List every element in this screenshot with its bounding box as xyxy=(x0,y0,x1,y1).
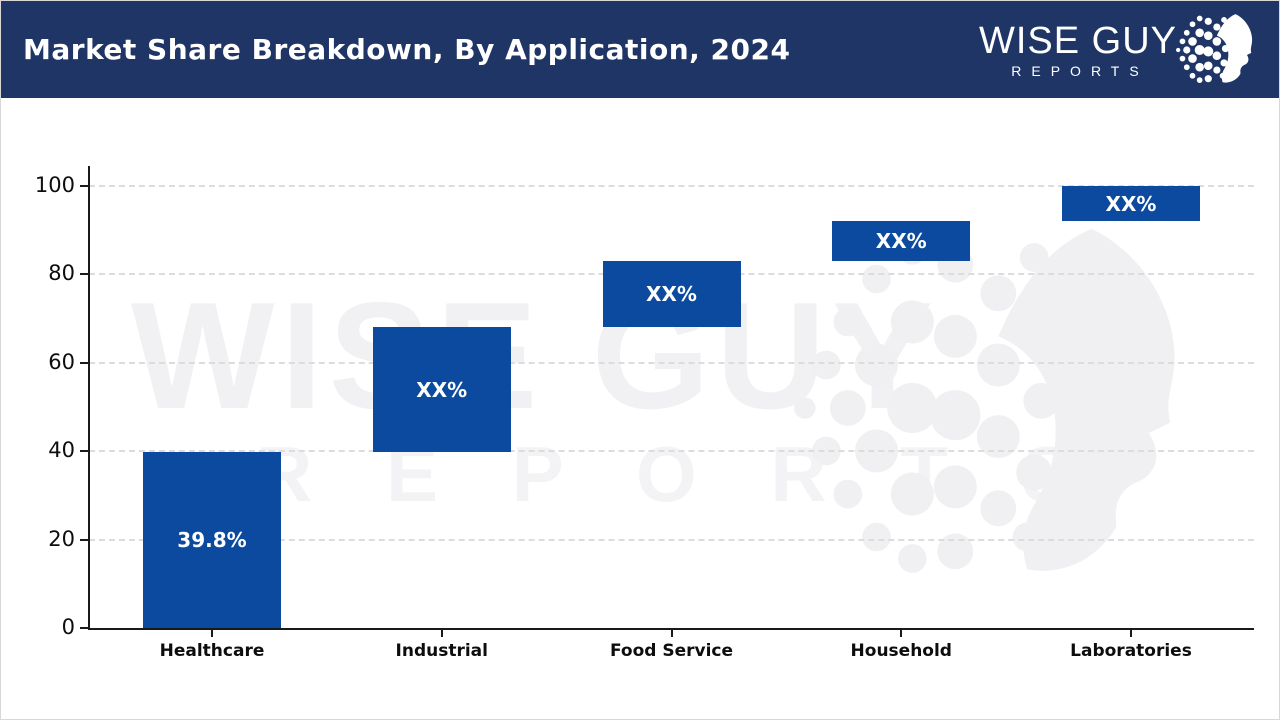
gridline xyxy=(89,538,1254,541)
bar-value-label: XX% xyxy=(646,282,697,307)
y-axis-tick xyxy=(80,538,89,541)
x-axis-tick-label: Laboratories xyxy=(1070,641,1192,661)
y-axis-tick xyxy=(80,185,89,187)
x-axis-tick xyxy=(1130,630,1132,637)
x-axis-tick xyxy=(440,630,443,637)
bar-healthcare: 39.8% xyxy=(143,452,281,628)
gridline xyxy=(89,361,1254,364)
y-axis-tick-label: 100 xyxy=(34,173,75,197)
y-axis-tick xyxy=(80,361,89,364)
bar-food-service: XX% xyxy=(602,261,741,328)
bar-household: XX% xyxy=(832,221,971,262)
gridline xyxy=(89,450,1254,453)
y-axis-tick xyxy=(80,450,89,453)
x-axis-line xyxy=(88,628,1254,630)
bar-value-label: 39.8% xyxy=(177,528,247,553)
y-axis-tick-label: 40 xyxy=(48,438,75,463)
brand-wordmark: WISE GUY REPORTS xyxy=(979,22,1177,78)
y-axis-line xyxy=(88,166,90,630)
y-axis-tick xyxy=(80,627,89,629)
y-axis-tick-label: 80 xyxy=(48,261,75,286)
x-axis-tick xyxy=(211,630,213,637)
x-axis-tick xyxy=(670,630,673,637)
brand-logo: WISE GUY REPORTS xyxy=(979,12,1257,88)
x-axis-tick xyxy=(900,630,903,637)
bar-value-label: XX% xyxy=(875,229,927,254)
x-axis-tick-label: Household xyxy=(850,641,952,661)
chart-title: Market Share Breakdown, By Application, … xyxy=(23,33,791,66)
gridline xyxy=(89,185,1254,187)
y-axis-tick-label: 60 xyxy=(48,349,75,374)
bar-industrial: XX% xyxy=(372,327,511,453)
bar-value-label: XX% xyxy=(416,377,468,402)
bar-value-label: XX% xyxy=(1105,191,1157,216)
y-axis-tick-label: 20 xyxy=(48,526,75,551)
brand-name: WISE GUY xyxy=(978,19,1177,62)
x-axis-tick-label: Industrial xyxy=(395,641,488,661)
header-bar: Market Share Breakdown, By Application, … xyxy=(1,1,1279,98)
y-axis-tick xyxy=(80,273,89,276)
brand-subname: REPORTS xyxy=(1011,62,1149,79)
x-axis-tick-label: Food Service xyxy=(609,641,734,661)
x-axis-tick-label: Healthcare xyxy=(159,641,265,661)
bar-laboratories: XX% xyxy=(1062,186,1200,222)
y-axis-tick-label: 0 xyxy=(61,615,75,639)
